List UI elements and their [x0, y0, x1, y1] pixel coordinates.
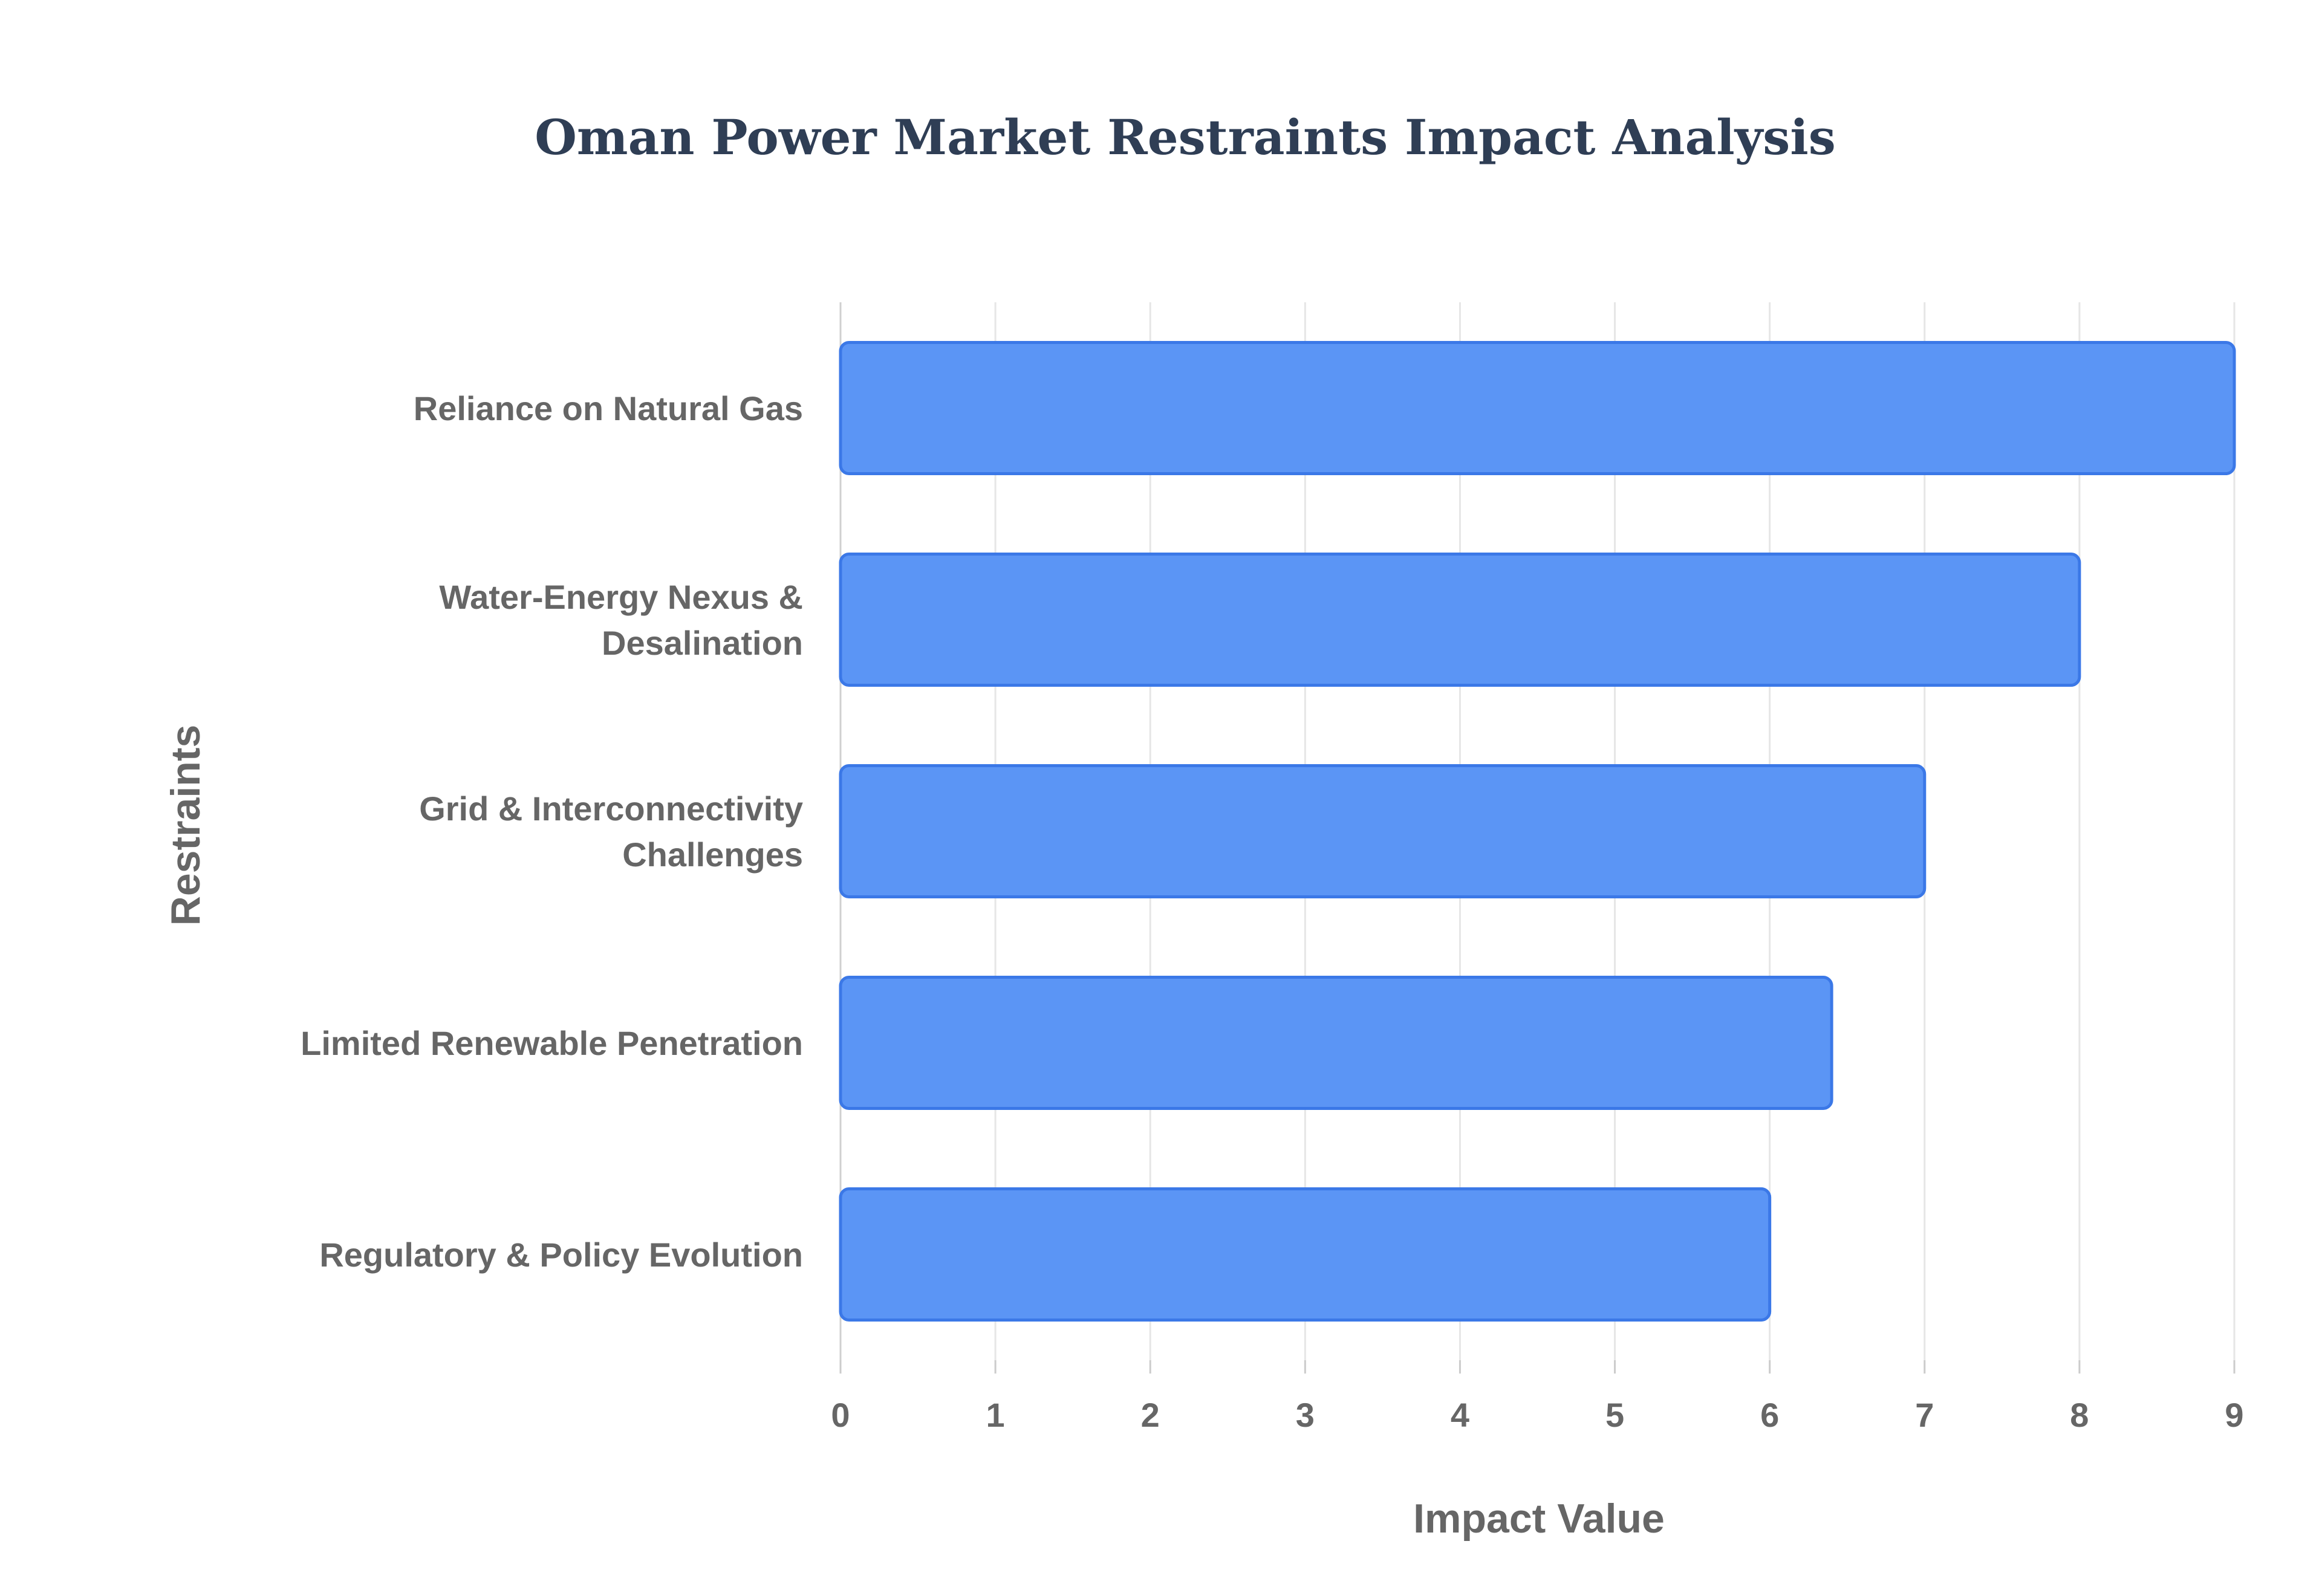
x-tick-label: 6: [1760, 1396, 1779, 1434]
y-axis-title: Restraints: [163, 725, 209, 926]
x-tick-label: 1: [986, 1396, 1005, 1434]
x-tick-label: 2: [1141, 1396, 1160, 1434]
chart-title: Oman Power Market Restraints Impact Anal…: [535, 109, 1836, 166]
x-tick-label: 4: [1451, 1396, 1469, 1434]
bar: [839, 764, 1927, 898]
x-axis-ticks: 0 1 2 3 4 5 6 7 8 9: [831, 1360, 2244, 1434]
bars: [839, 341, 2236, 1322]
x-tick-label: 8: [2070, 1396, 2089, 1434]
x-axis-title: Impact Value: [1413, 1496, 1665, 1542]
category-label: Limited Renewable Penetration: [301, 1024, 803, 1062]
category-label: Grid & Interconnectivity Challenges: [419, 790, 803, 874]
x-tick-label: 5: [1605, 1396, 1624, 1434]
x-tick-label: 0: [831, 1396, 850, 1434]
category-labels: Reliance on Natural Gas Water-Energy Nexu…: [301, 389, 803, 1274]
bar: [839, 341, 2236, 475]
x-tick-label: 7: [1915, 1396, 1934, 1434]
bar: [839, 976, 1833, 1110]
x-tick-label: 9: [2225, 1396, 2243, 1434]
category-label: Reliance on Natural Gas: [414, 389, 803, 427]
bar: [839, 553, 2081, 687]
category-label: Water-Energy Nexus & Desalination: [439, 578, 803, 662]
category-label: Regulatory & Policy Evolution: [319, 1236, 803, 1274]
bar: [839, 1187, 1772, 1322]
x-tick-label: 3: [1296, 1396, 1315, 1434]
